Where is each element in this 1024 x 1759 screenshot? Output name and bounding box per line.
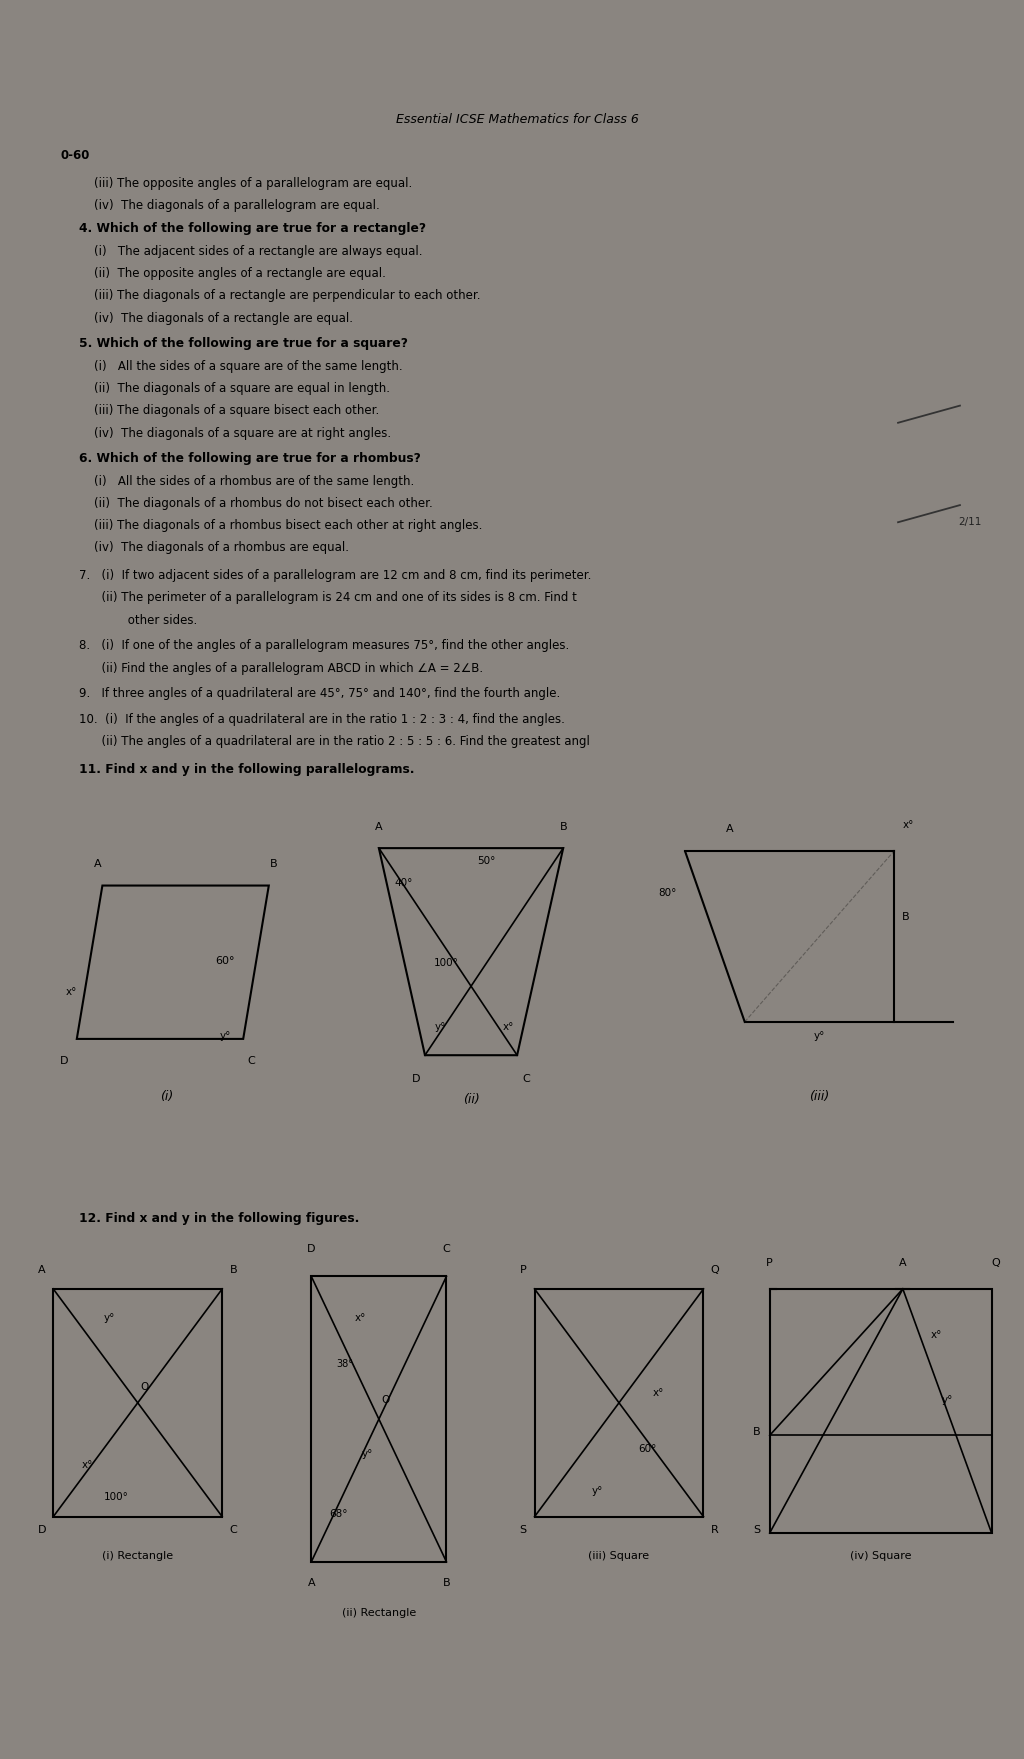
Text: A: A xyxy=(726,825,733,834)
Text: (ii) The perimeter of a parallelogram is 24 cm and one of its sides is 8 cm. Fin: (ii) The perimeter of a parallelogram is… xyxy=(79,591,577,603)
Text: y°: y° xyxy=(103,1314,116,1323)
Text: y°: y° xyxy=(941,1395,953,1405)
Text: x°: x° xyxy=(903,820,914,830)
Text: 100°: 100° xyxy=(103,1492,129,1502)
Text: y°: y° xyxy=(592,1486,603,1495)
Text: B: B xyxy=(442,1578,451,1588)
Text: (i) Rectangle: (i) Rectangle xyxy=(102,1551,173,1560)
Text: 40°: 40° xyxy=(394,878,413,888)
Text: 4. Which of the following are true for a rectangle?: 4. Which of the following are true for a… xyxy=(79,222,426,236)
Text: O: O xyxy=(382,1395,390,1405)
Text: D: D xyxy=(307,1244,315,1254)
Text: (iv)  The diagonals of a parallelogram are equal.: (iv) The diagonals of a parallelogram ar… xyxy=(79,199,380,213)
Text: y°: y° xyxy=(434,1022,446,1033)
Text: 50°: 50° xyxy=(477,857,496,865)
Text: Q: Q xyxy=(991,1258,1000,1268)
Text: C: C xyxy=(229,1525,238,1536)
Text: D: D xyxy=(38,1525,46,1536)
Text: x°: x° xyxy=(931,1330,942,1340)
Text: C: C xyxy=(522,1075,530,1084)
Text: B: B xyxy=(902,911,909,922)
Text: A: A xyxy=(307,1578,315,1588)
Text: (iv) Square: (iv) Square xyxy=(850,1551,911,1560)
Text: O: O xyxy=(140,1383,148,1391)
Text: 10.  (i)  If the angles of a quadrilateral are in the ratio 1 : 2 : 3 : 4, find : 10. (i) If the angles of a quadrilateral… xyxy=(79,712,565,726)
Text: 11. Find x and y in the following parallelograms.: 11. Find x and y in the following parall… xyxy=(79,763,415,776)
Text: 9.   If three angles of a quadrilateral are 45°, 75° and 140°, find the fourth a: 9. If three angles of a quadrilateral ar… xyxy=(79,688,560,700)
Text: 2/11: 2/11 xyxy=(957,517,981,528)
Text: 60°: 60° xyxy=(638,1444,656,1453)
Text: B: B xyxy=(270,858,278,869)
Text: 8.   (i)  If one of the angles of a parallelogram measures 75°, find the other a: 8. (i) If one of the angles of a paralle… xyxy=(79,639,569,653)
Text: (ii)  The diagonals of a rhombus do not bisect each other.: (ii) The diagonals of a rhombus do not b… xyxy=(79,496,433,510)
Text: y°: y° xyxy=(219,1031,231,1041)
Text: Essential ICSE Mathematics for Class 6: Essential ICSE Mathematics for Class 6 xyxy=(395,113,639,125)
Text: y°: y° xyxy=(361,1449,374,1458)
Text: A: A xyxy=(93,858,101,869)
Text: P: P xyxy=(766,1258,773,1268)
Text: x°: x° xyxy=(81,1460,93,1471)
Text: (iii) Square: (iii) Square xyxy=(589,1551,649,1560)
Text: (iv)  The diagonals of a square are at right angles.: (iv) The diagonals of a square are at ri… xyxy=(79,427,391,440)
Text: S: S xyxy=(520,1525,526,1536)
Text: (iii): (iii) xyxy=(809,1091,829,1103)
Text: 7.   (i)  If two adjacent sides of a parallelogram are 12 cm and 8 cm, find its : 7. (i) If two adjacent sides of a parall… xyxy=(79,568,592,582)
Text: (i)   All the sides of a square are of the same length.: (i) All the sides of a square are of the… xyxy=(79,359,402,373)
Text: A: A xyxy=(899,1258,906,1268)
Text: 100°: 100° xyxy=(434,959,459,967)
Text: B: B xyxy=(229,1265,238,1275)
Text: (i): (i) xyxy=(160,1091,173,1103)
Text: other sides.: other sides. xyxy=(79,614,198,626)
Text: A: A xyxy=(38,1265,46,1275)
Text: (ii)  The diagonals of a square are equal in length.: (ii) The diagonals of a square are equal… xyxy=(79,382,390,396)
Text: (ii) Find the angles of a parallelogram ABCD in which ∠A = 2∠B.: (ii) Find the angles of a parallelogram … xyxy=(79,661,483,674)
Text: (iii) The diagonals of a rhombus bisect each other at right angles.: (iii) The diagonals of a rhombus bisect … xyxy=(79,519,482,533)
Text: 60°: 60° xyxy=(215,955,236,966)
Text: (ii)  The opposite angles of a rectangle are equal.: (ii) The opposite angles of a rectangle … xyxy=(79,267,386,280)
Text: R: R xyxy=(711,1525,719,1536)
Text: (ii) The angles of a quadrilateral are in the ratio 2 : 5 : 5 : 6. Find the grea: (ii) The angles of a quadrilateral are i… xyxy=(79,735,590,748)
Text: x°: x° xyxy=(652,1388,665,1398)
Text: B: B xyxy=(753,1427,760,1437)
Text: D: D xyxy=(412,1075,420,1084)
Text: (iii) The opposite angles of a parallelogram are equal.: (iii) The opposite angles of a parallelo… xyxy=(79,178,413,190)
Text: 6. Which of the following are true for a rhombus?: 6. Which of the following are true for a… xyxy=(79,452,421,466)
Text: C: C xyxy=(442,1244,451,1254)
Text: x°: x° xyxy=(355,1314,367,1323)
Text: (ii) Rectangle: (ii) Rectangle xyxy=(342,1608,416,1618)
Text: S: S xyxy=(753,1525,760,1536)
Text: 80°: 80° xyxy=(658,888,677,897)
Text: (i)   The adjacent sides of a rectangle are always equal.: (i) The adjacent sides of a rectangle ar… xyxy=(79,245,423,259)
Text: A: A xyxy=(375,821,383,832)
Text: (iii) The diagonals of a square bisect each other.: (iii) The diagonals of a square bisect e… xyxy=(79,405,379,417)
Text: x°: x° xyxy=(502,1022,514,1033)
Text: 38°: 38° xyxy=(337,1358,353,1369)
Text: B: B xyxy=(559,821,567,832)
Text: (ii): (ii) xyxy=(463,1092,479,1106)
Text: (iv)  The diagonals of a rhombus are equal.: (iv) The diagonals of a rhombus are equa… xyxy=(79,542,349,554)
Text: P: P xyxy=(520,1265,526,1275)
Text: (iii) The diagonals of a rectangle are perpendicular to each other.: (iii) The diagonals of a rectangle are p… xyxy=(79,290,480,303)
Text: 68°: 68° xyxy=(329,1509,347,1518)
Text: y°: y° xyxy=(813,1031,825,1041)
Text: 0-60: 0-60 xyxy=(60,150,89,162)
Text: C: C xyxy=(247,1055,255,1066)
Text: D: D xyxy=(59,1055,69,1066)
Text: (i)   All the sides of a rhombus are of the same length.: (i) All the sides of a rhombus are of th… xyxy=(79,475,415,487)
Text: 5. Which of the following are true for a square?: 5. Which of the following are true for a… xyxy=(79,338,408,350)
Text: 12. Find x and y in the following figures.: 12. Find x and y in the following figure… xyxy=(79,1212,359,1224)
Text: (iv)  The diagonals of a rectangle are equal.: (iv) The diagonals of a rectangle are eq… xyxy=(79,311,353,325)
Text: x°: x° xyxy=(66,987,78,997)
Text: Q: Q xyxy=(711,1265,719,1275)
